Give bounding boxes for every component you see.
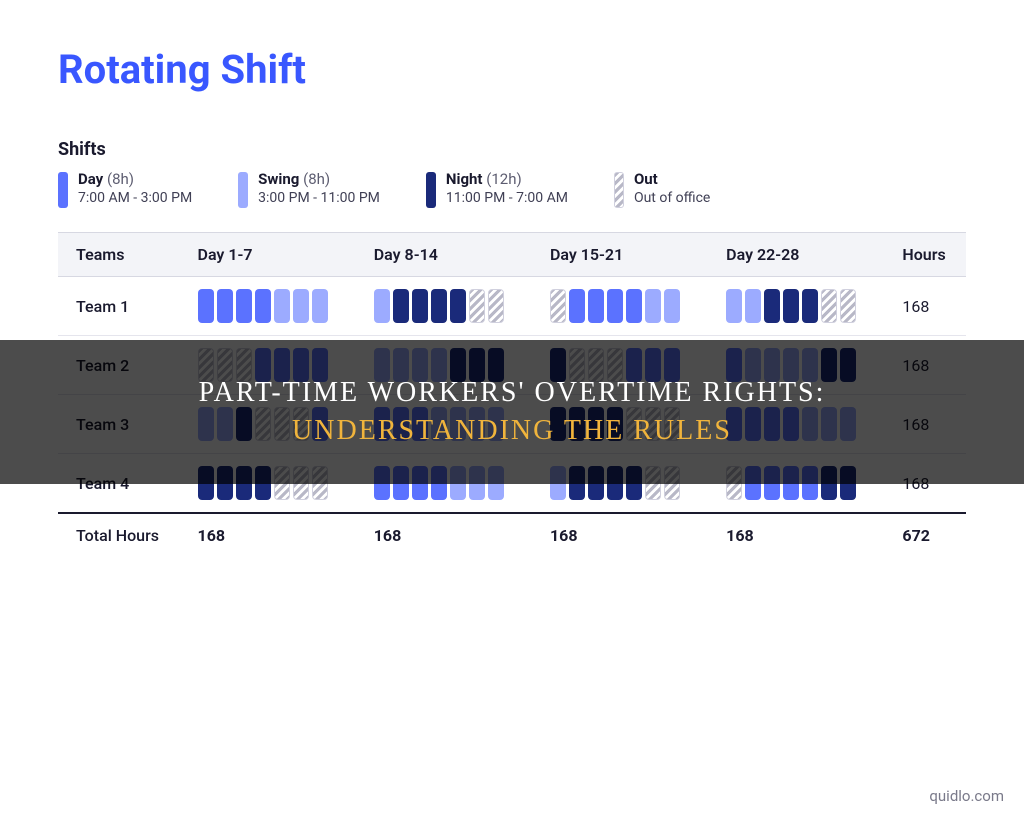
shift-cell: [312, 289, 328, 323]
shift-cell: [802, 289, 818, 323]
shift-cell: [764, 289, 780, 323]
overlay-line2: Understanding The Rules: [292, 415, 732, 447]
shift-cell: [588, 289, 604, 323]
column-header: Teams: [58, 233, 190, 277]
watermark: quidlo.com: [929, 787, 1004, 805]
legend-swatch: [238, 172, 248, 208]
legend-item: Out Out of office: [614, 170, 710, 208]
week-total: 168: [190, 513, 366, 557]
week-cell: [366, 277, 542, 336]
shift-cell: [745, 289, 761, 323]
shift-cell: [450, 289, 466, 323]
shift-cell: [412, 289, 428, 323]
shift-legend: Day (8h) 7:00 AM - 3:00 PM Swing (8h) 3:00 …: [58, 170, 966, 208]
shift-cell: [431, 289, 447, 323]
shift-cell: [821, 289, 837, 323]
legend-swatch: [614, 172, 624, 208]
overlay-line1: Part-Time Workers' Overtime Rights:: [199, 377, 826, 409]
shift-cell: [645, 289, 661, 323]
shift-cell: [783, 289, 799, 323]
shift-cell: [217, 289, 233, 323]
column-header: Day 15-21: [542, 233, 718, 277]
shift-cell: [664, 289, 680, 323]
week-cell: [190, 277, 366, 336]
shift-cell: [469, 289, 485, 323]
table-row: Team 1 168: [58, 277, 966, 336]
legend-range: 11:00 PM - 7:00 AM: [446, 190, 568, 206]
column-header: Day 8-14: [366, 233, 542, 277]
shift-cell: [569, 289, 585, 323]
legend-range: Out of office: [634, 190, 710, 206]
totals-row: Total Hours168168168168672: [58, 513, 966, 557]
shift-cell: [393, 289, 409, 323]
shift-cell: [488, 289, 504, 323]
week-total: 168: [366, 513, 542, 557]
legend-swatch: [426, 172, 436, 208]
shift-cell: [274, 289, 290, 323]
shift-cell: [607, 289, 623, 323]
page-title: Rotating Shift: [58, 46, 966, 93]
week-cell: [542, 277, 718, 336]
shift-cell: [255, 289, 271, 323]
legend-item: Swing (8h) 3:00 PM - 11:00 PM: [238, 170, 380, 208]
legend-range: 7:00 AM - 3:00 PM: [78, 190, 192, 206]
legend-item: Night (12h) 11:00 PM - 7:00 AM: [426, 170, 568, 208]
shift-cell: [236, 289, 252, 323]
shift-cell: [840, 289, 856, 323]
legend-name: Swing (8h): [258, 170, 380, 188]
legend-swatch: [58, 172, 68, 208]
shift-cell: [198, 289, 214, 323]
week-total: 168: [542, 513, 718, 557]
legend-item: Day (8h) 7:00 AM - 3:00 PM: [58, 170, 192, 208]
totals-label: Total Hours: [58, 513, 190, 557]
team-hours: 168: [894, 277, 966, 336]
grand-total: 672: [894, 513, 966, 557]
legend-name: Out: [634, 170, 710, 188]
shifts-heading: Shifts: [58, 139, 966, 160]
column-header: Hours: [894, 233, 966, 277]
week-cell: [718, 277, 894, 336]
team-name: Team 1: [58, 277, 190, 336]
shift-cell: [374, 289, 390, 323]
column-header: Day 1-7: [190, 233, 366, 277]
column-header: Day 22-28: [718, 233, 894, 277]
shift-cell: [626, 289, 642, 323]
week-total: 168: [718, 513, 894, 557]
overlay-banner: Part-Time Workers' Overtime Rights: Unde…: [0, 340, 1024, 484]
shift-cell: [550, 289, 566, 323]
shift-cell: [726, 289, 742, 323]
legend-range: 3:00 PM - 11:00 PM: [258, 190, 380, 206]
legend-name: Day (8h): [78, 170, 192, 188]
shift-cell: [293, 289, 309, 323]
legend-name: Night (12h): [446, 170, 568, 188]
